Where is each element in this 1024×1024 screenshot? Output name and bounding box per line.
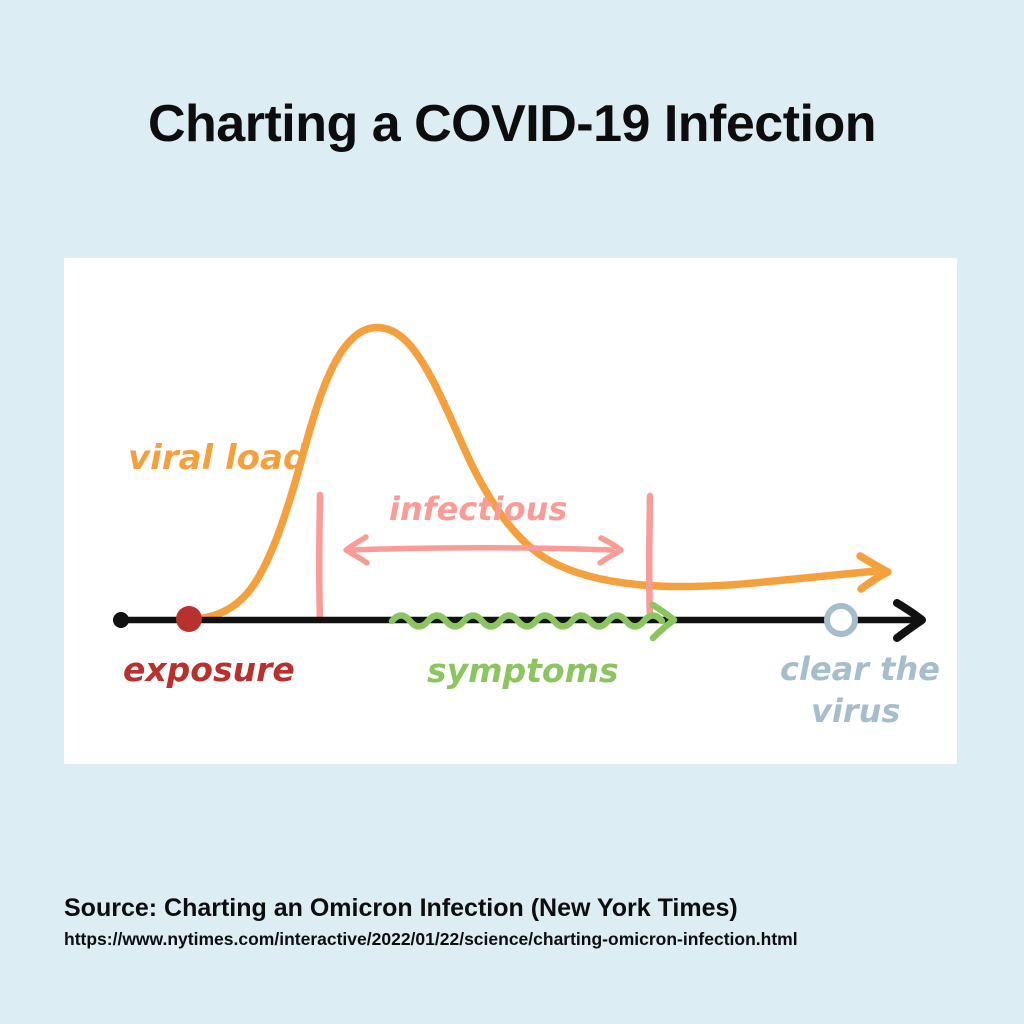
exposure-dot: [176, 606, 202, 632]
symptoms-arrowhead: [649, 601, 678, 642]
infectious-window-group: [316, 491, 654, 624]
symptoms-group: [388, 601, 678, 642]
chart-card: viral load infectious exposure: [64, 258, 957, 764]
clear-virus-label-line2: virus: [811, 692, 900, 730]
infectious-span-arrow: [349, 545, 615, 553]
infectious-label: infectious: [389, 490, 567, 528]
exposure-label: exposure: [123, 650, 295, 689]
viral-load-label: viral load: [128, 438, 308, 478]
timeline-arrowhead: [893, 599, 926, 642]
source-url[interactable]: https://www.nytimes.com/interactive/2022…: [64, 929, 798, 950]
infectious-boundary-left: [316, 491, 324, 624]
infection-timeline-chart: viral load infectious exposure: [113, 323, 940, 730]
symptoms-wavy-line: [388, 612, 666, 630]
source-block: Source: Charting an Omicron Infection (N…: [64, 893, 984, 951]
symptoms-label: symptoms: [427, 651, 619, 690]
source-label: Source: Charting an Omicron Infection (N…: [64, 894, 738, 922]
timeline-start-dot: [113, 612, 129, 628]
infectious-arrowhead-right: [597, 535, 624, 566]
clear-virus-marker-group: [824, 603, 858, 637]
viral-load-curve: [186, 323, 880, 623]
clear-virus-label-line1: clear the: [780, 650, 940, 688]
clear-virus-circle: [824, 603, 858, 637]
infectious-boundary-right: [646, 492, 654, 624]
page-title: Charting a COVID-19 Infection: [147, 95, 877, 153]
exposure-marker-group: [176, 606, 202, 632]
viral-load-curve-group: [186, 323, 892, 623]
infectious-arrowhead-left: [343, 534, 370, 566]
viral-load-arrowhead: [856, 552, 892, 593]
